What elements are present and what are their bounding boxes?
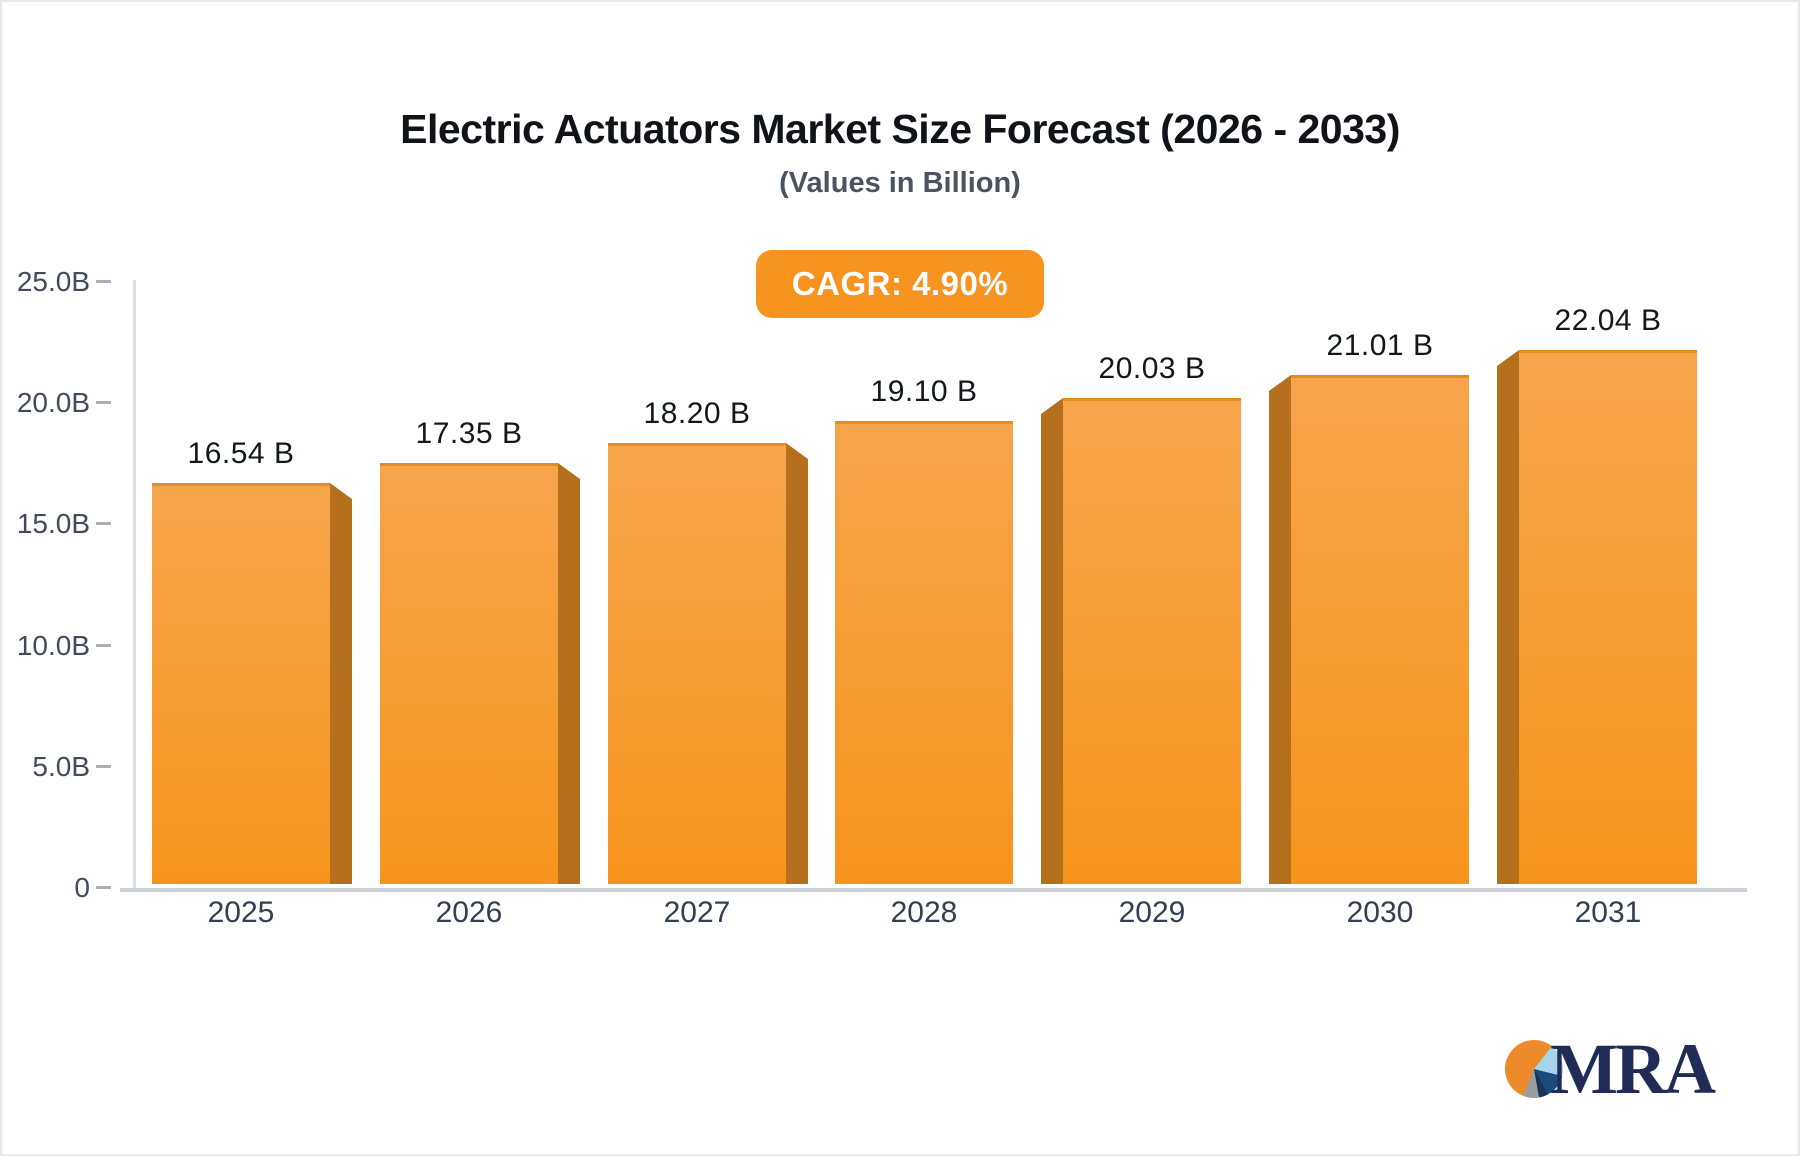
bar-2031[interactable]: [1519, 350, 1697, 884]
x-axis-label: 2026: [435, 896, 503, 929]
x-axis-label: 2029: [1118, 896, 1186, 929]
x-axis-label: 2028: [890, 896, 958, 929]
y-axis-tick: [96, 522, 111, 526]
y-axis-label: 10.0B: [16, 629, 90, 661]
bar-side-face: [1497, 350, 1519, 884]
y-axis-label: 25.0B: [16, 266, 90, 297]
bar-value-label: 20.03 B: [1098, 352, 1206, 385]
chart-subtitle: (Values in Billion): [779, 167, 1021, 200]
y-axis-tick: [96, 401, 111, 405]
cagr-badge: CAGR: 4.90%: [755, 250, 1045, 319]
y-axis-tick: [96, 280, 111, 283]
x-axis-label: 2031: [1574, 896, 1642, 929]
bar-side-face: [558, 463, 580, 884]
y-axis-tick: [96, 764, 111, 768]
bar-2030[interactable]: [1291, 375, 1469, 884]
y-axis-label: 5.0B: [32, 750, 90, 782]
mra-pie-icon: [1505, 1040, 1563, 1098]
bar-side-face: [1269, 375, 1291, 884]
bar-side-face: [330, 483, 352, 884]
bar-2027[interactable]: [608, 443, 786, 884]
x-axis-label: 2030: [1346, 896, 1414, 929]
bar-2028[interactable]: [835, 421, 1013, 884]
bar-2029[interactable]: [1063, 398, 1241, 884]
y-axis-tick: [96, 643, 111, 647]
bar-value-label: 22.04 B: [1554, 304, 1662, 337]
bar-value-label: 19.10 B: [870, 375, 978, 408]
bar-2026[interactable]: [380, 463, 558, 884]
x-axis-label: 2025: [207, 896, 275, 929]
bar-2025[interactable]: [152, 483, 330, 884]
y-axis-label: 20.0B: [16, 387, 90, 419]
y-axis-line: [133, 280, 136, 888]
bar-side-face: [1041, 398, 1063, 884]
bar-value-label: 16.54 B: [187, 437, 295, 470]
bar-side-face: [786, 443, 808, 884]
bar-value-label: 17.35 B: [415, 417, 523, 450]
x-axis-line: [120, 888, 1747, 892]
y-axis-tick: [96, 886, 111, 889]
chart-header: Electric Actuators Market Size Forecast …: [2, 2, 1798, 319]
mra-logo-text: MRA: [1550, 1029, 1716, 1109]
chart-title: Electric Actuators Market Size Forecast …: [400, 106, 1400, 152]
bar-value-label: 18.20 B: [643, 397, 751, 430]
y-axis-label: 0: [74, 872, 90, 903]
y-axis-label: 15.0B: [16, 508, 90, 540]
x-axis-label: 2027: [663, 896, 731, 929]
bar-value-label: 21.01 B: [1326, 329, 1434, 362]
mra-logo: MRA: [1505, 1029, 1716, 1109]
